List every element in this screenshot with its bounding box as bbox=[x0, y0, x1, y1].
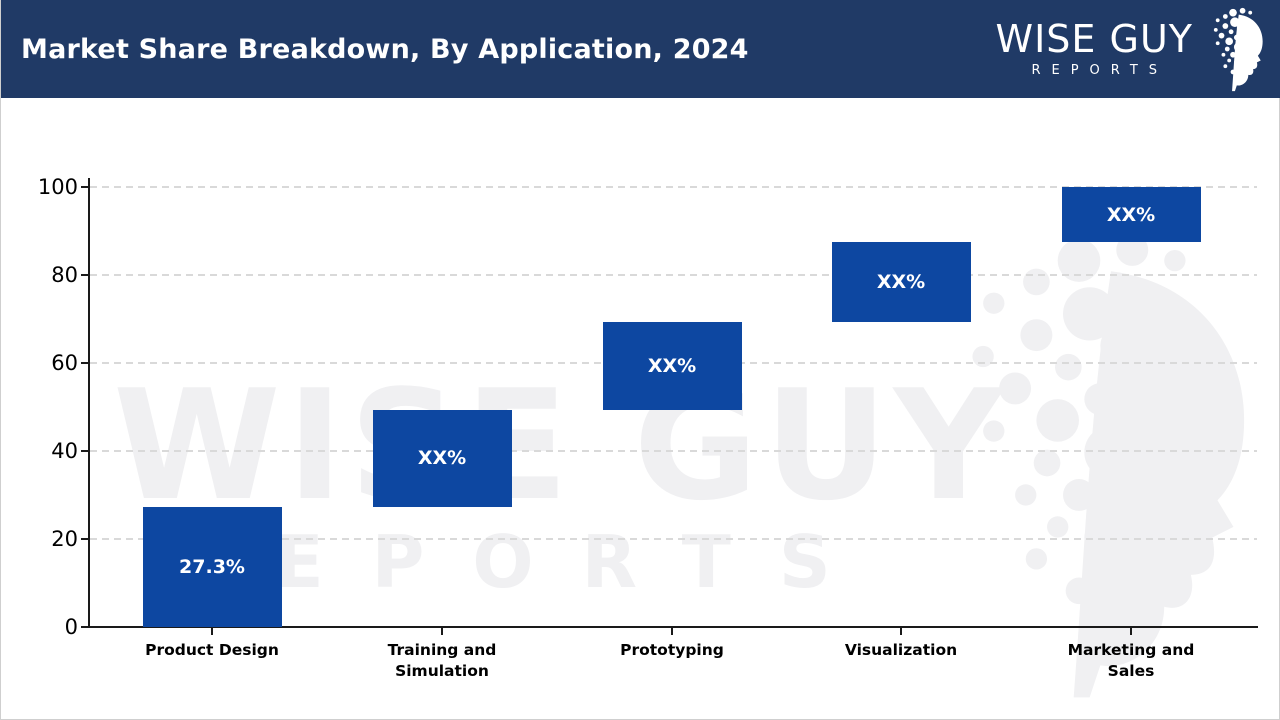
x-tick-label: Training and Simulation bbox=[387, 641, 497, 680]
bar: XX% bbox=[1061, 187, 1201, 242]
y-tick bbox=[81, 274, 88, 276]
y-tick bbox=[81, 362, 88, 364]
header: Market Share Breakdown, By Application, … bbox=[1, 0, 1280, 98]
bar-value-label: XX% bbox=[1106, 203, 1156, 226]
x-tick bbox=[1130, 628, 1132, 635]
y-tick-label: 40 bbox=[51, 439, 78, 463]
y-tick-label: 60 bbox=[51, 351, 78, 375]
watermark-wiseguy-text: WISE GUY bbox=[113, 357, 1010, 534]
x-tick-label: Marketing and Sales bbox=[1067, 641, 1195, 680]
y-tick bbox=[81, 450, 88, 452]
bar: XX% bbox=[831, 242, 971, 323]
logo-text: WISE GUY REPORTS bbox=[996, 20, 1193, 78]
logo-reports-text: REPORTS bbox=[1031, 63, 1169, 78]
x-tick-label: Visualization bbox=[844, 641, 958, 659]
gridline bbox=[90, 274, 1257, 276]
bar-value-label: 27.3% bbox=[179, 555, 245, 578]
logo: WISE GUY REPORTS bbox=[996, 5, 1271, 93]
y-tick bbox=[81, 186, 88, 188]
bar: XX% bbox=[372, 410, 512, 507]
gridline bbox=[90, 538, 1257, 540]
logo-wiseguy-text: WISE GUY bbox=[995, 17, 1193, 61]
y-tick bbox=[81, 626, 88, 628]
bar: XX% bbox=[602, 322, 742, 411]
x-tick-label: Prototyping bbox=[620, 641, 724, 659]
y-tick-label: 100 bbox=[37, 175, 78, 199]
x-tick bbox=[671, 628, 673, 635]
y-axis bbox=[88, 178, 90, 628]
y-tick-label: 20 bbox=[51, 527, 78, 551]
y-tick-label: 80 bbox=[51, 263, 78, 287]
page-title: Market Share Breakdown, By Application, … bbox=[21, 33, 749, 65]
bar-value-label: XX% bbox=[647, 355, 697, 378]
y-tick-label: 0 bbox=[64, 615, 78, 639]
gridline bbox=[90, 186, 1257, 188]
logo-head-icon bbox=[1195, 5, 1271, 93]
bar-value-label: XX% bbox=[417, 447, 467, 470]
x-tick bbox=[900, 628, 902, 635]
x-tick bbox=[441, 628, 443, 635]
gridline bbox=[90, 450, 1257, 452]
bar: 27.3% bbox=[142, 506, 282, 627]
y-tick bbox=[81, 538, 88, 540]
x-tick bbox=[211, 628, 213, 635]
bar-value-label: XX% bbox=[876, 271, 926, 294]
x-axis bbox=[88, 626, 1258, 628]
x-tick-label: Product Design bbox=[145, 641, 279, 659]
